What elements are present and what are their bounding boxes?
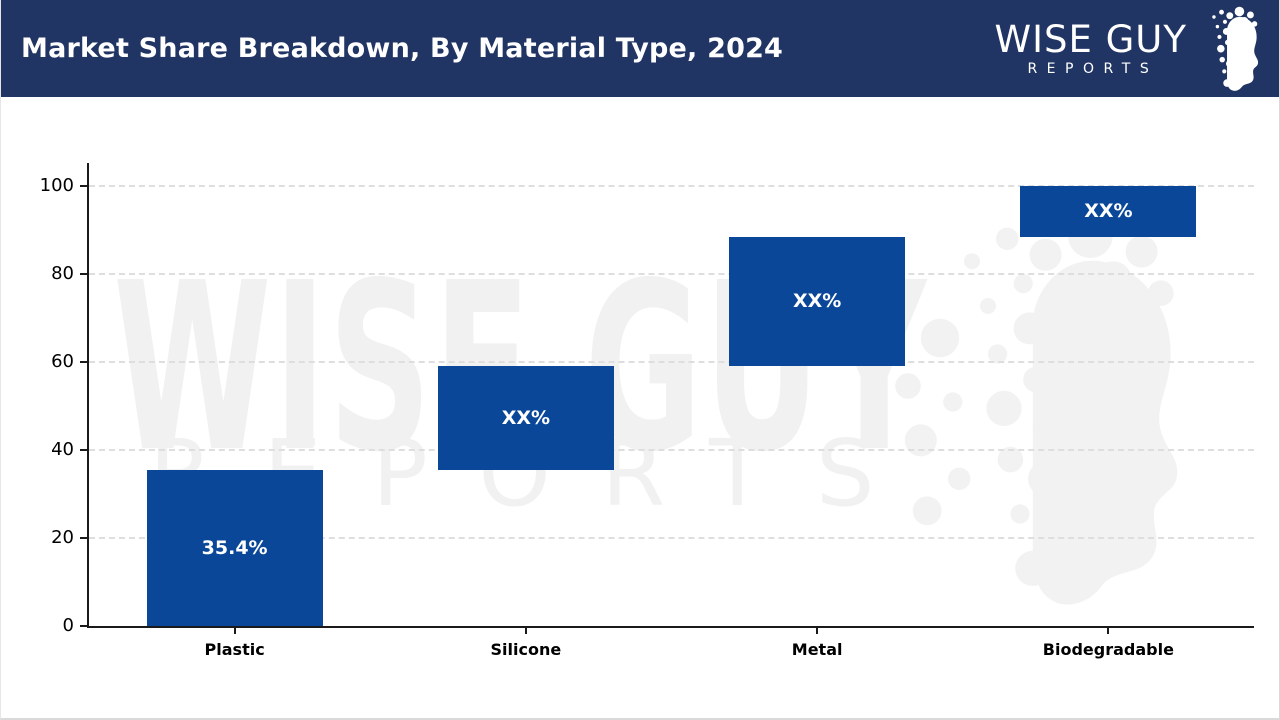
- y-tick-label: 40: [51, 439, 74, 460]
- y-tick-label: 0: [62, 615, 74, 636]
- x-tick-metal: [816, 626, 819, 634]
- x-tick-label-silicone: Silicone: [490, 640, 562, 659]
- x-tick-plastic: [233, 626, 236, 634]
- y-tick-80: [80, 273, 89, 275]
- brand-subname: REPORTS: [1027, 61, 1159, 77]
- bar-value-label: XX%: [792, 290, 842, 313]
- brand-logo: WISE GUY REPORTS: [995, 6, 1265, 92]
- bar-value-label: XX%: [1084, 200, 1133, 223]
- y-tick-100: [80, 185, 89, 187]
- bar-value-label: 35.4%: [201, 537, 268, 560]
- x-tick-label-biodegradable: Biodegradable: [1042, 640, 1174, 659]
- bar-biodegradable: XX%: [1020, 186, 1197, 237]
- y-tick-20: [80, 537, 89, 539]
- x-tick-label-metal: Metal: [791, 640, 843, 659]
- x-axis-line: [87, 626, 1254, 628]
- brand-name: WISE GUY: [994, 18, 1187, 61]
- y-tick-label: 80: [51, 263, 74, 284]
- y-tick-label: 100: [39, 175, 74, 196]
- x-tick-biodegradable: [1107, 626, 1110, 634]
- y-axis-line: [87, 163, 89, 628]
- face-watermark-icon: [895, 213, 1178, 605]
- y-tick-0: [80, 625, 89, 627]
- header-bar: Market Share Breakdown, By Material Type…: [1, 0, 1279, 97]
- bar-metal: XX%: [729, 236, 906, 367]
- y-tick-40: [80, 449, 89, 451]
- gridline-80: [89, 273, 1254, 275]
- y-tick-label: 60: [51, 351, 74, 372]
- page-title: Market Share Breakdown, By Material Type…: [21, 33, 784, 64]
- bar-plastic: 35.4%: [146, 470, 323, 626]
- gridline-40: [89, 449, 1254, 451]
- y-tick-label: 20: [51, 527, 74, 548]
- bar-silicone: XX%: [437, 366, 614, 471]
- face-logo-icon: [1212, 6, 1259, 91]
- x-tick-label-plastic: Plastic: [204, 640, 265, 659]
- y-tick-60: [80, 361, 89, 363]
- gridline-100: [89, 185, 1254, 187]
- x-tick-silicone: [524, 626, 527, 634]
- brand-logo-text: WISE GUY REPORTS: [995, 21, 1187, 76]
- bar-value-label: XX%: [501, 407, 551, 430]
- gridline-20: [89, 537, 1254, 539]
- gridline-60: [89, 361, 1254, 363]
